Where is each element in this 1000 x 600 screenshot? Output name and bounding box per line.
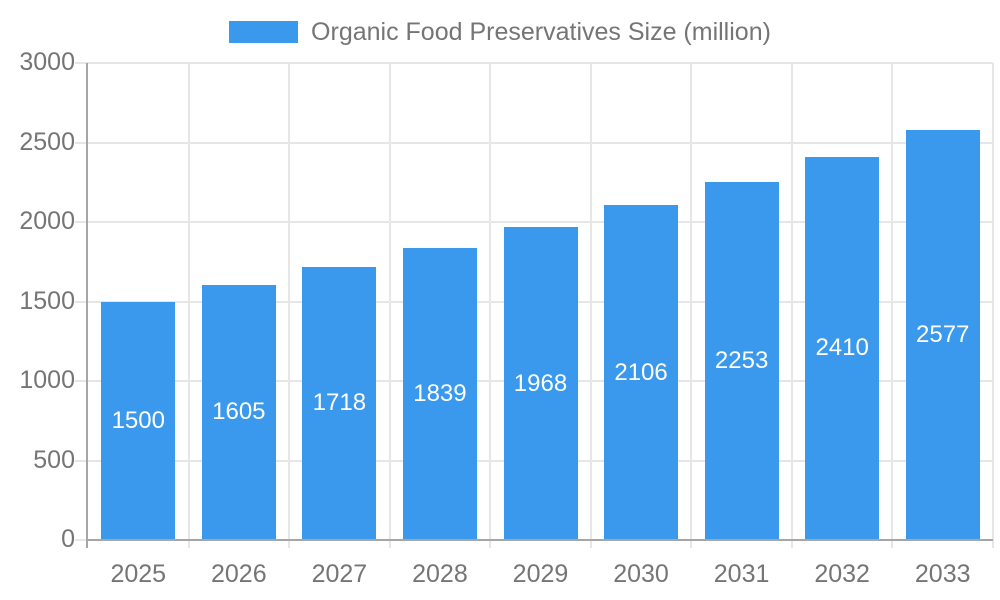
bar-2032[interactable]: 2410: [805, 156, 880, 540]
y-gridline: [75, 141, 993, 144]
y-axis-tick-label: 2000: [19, 206, 75, 235]
bar-2033[interactable]: 2577: [905, 130, 980, 540]
x-axis-tick-label: 2027: [311, 560, 368, 588]
x-axis-tick-label: 2026: [211, 560, 267, 588]
bar-value-label: 2577: [916, 321, 970, 349]
x-gridline: [891, 63, 894, 548]
x-gridline: [489, 63, 492, 548]
x-gridline: [790, 63, 793, 548]
bar-2031[interactable]: 2253: [704, 181, 779, 540]
bar-2025[interactable]: 1500: [101, 301, 176, 540]
y-axis-tick-label: 2500: [19, 127, 75, 156]
y-gridline: [75, 62, 993, 64]
y-axis-tick-label: 0: [61, 524, 75, 553]
x-gridline: [187, 63, 190, 548]
bar-value-label: 1718: [312, 389, 367, 417]
x-axis-tick-label: 2029: [512, 560, 569, 588]
bar-2030[interactable]: 2106: [604, 205, 679, 540]
legend-label: Organic Food Preservatives Size (million…: [311, 17, 771, 46]
bar-value-label: 1968: [513, 369, 568, 397]
x-gridline: [690, 63, 693, 548]
y-axis-tick-label: 500: [33, 445, 75, 474]
bar-2029[interactable]: 1968: [503, 227, 578, 540]
x-axis-tick-label: 2030: [613, 560, 669, 588]
legend[interactable]: Organic Food Preservatives Size (million…: [0, 15, 1000, 49]
bar-value-label: 2410: [815, 334, 869, 362]
bar-2028[interactable]: 1839: [402, 247, 477, 540]
x-gridline: [288, 63, 291, 548]
y-axis-tick-label: 1000: [19, 365, 75, 394]
x-axis-tick-label: 2032: [814, 560, 870, 588]
x-gridline: [388, 63, 391, 548]
bar-2026[interactable]: 1605: [201, 284, 276, 540]
bar-value-label: 1500: [111, 406, 165, 434]
x-axis-tick-label: 2031: [713, 560, 770, 588]
y-axis-tick-label: 1500: [19, 286, 75, 315]
x-gridline: [992, 63, 994, 548]
legend-swatch: [229, 21, 299, 43]
bar-value-label: 1839: [413, 379, 467, 407]
x-axis-tick-label: 2028: [412, 560, 468, 588]
bar-2027[interactable]: 1718: [302, 266, 377, 540]
bar-value-label: 2106: [614, 358, 668, 386]
bar-value-label: 1605: [212, 398, 266, 426]
x-gridline: [589, 63, 592, 548]
bar-value-label: 2253: [714, 346, 769, 374]
y-axis-line: [86, 63, 88, 548]
x-axis-tick-label: 2025: [110, 560, 167, 588]
x-axis-tick-label: 2033: [914, 560, 971, 588]
y-axis-tick-label: 3000: [19, 47, 75, 76]
